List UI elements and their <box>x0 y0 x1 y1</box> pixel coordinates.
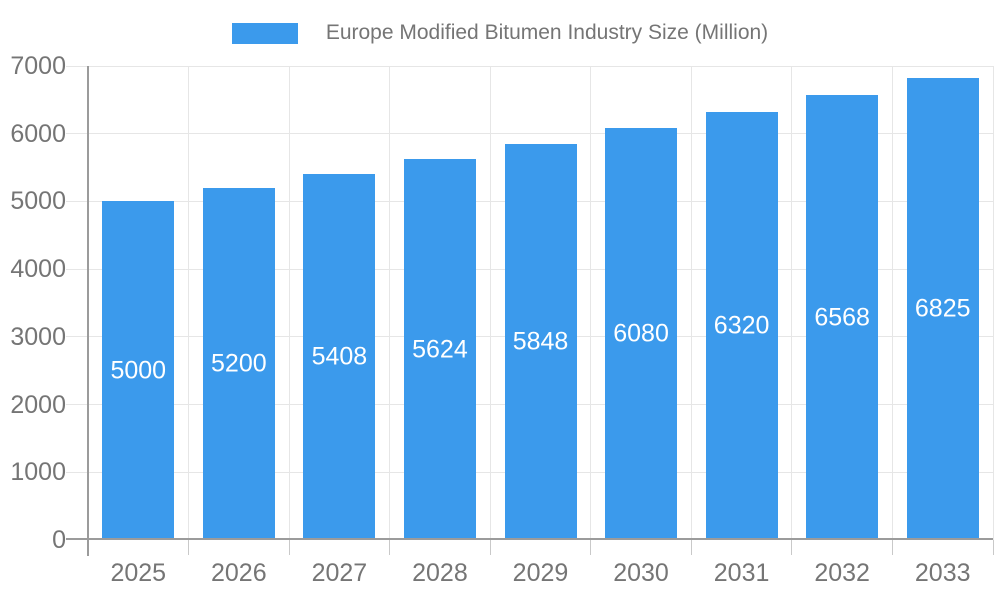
x-gridline <box>690 66 692 540</box>
bar-2032[interactable]: 6568 <box>806 95 879 540</box>
x-axis-tick <box>690 540 692 555</box>
x-axis-category-label: 2032 <box>814 559 870 587</box>
bar-value-label: 5848 <box>512 327 569 356</box>
y-axis-tick-label: 1000 <box>10 458 66 487</box>
bar-2031[interactable]: 6320 <box>705 112 778 540</box>
x-gridline <box>288 66 290 540</box>
y-axis-tick-label: 6000 <box>10 119 66 148</box>
x-axis-tick <box>891 540 893 555</box>
legend-swatch <box>231 22 298 44</box>
x-axis-tick <box>389 540 391 555</box>
bar-2027[interactable]: 5408 <box>303 173 376 540</box>
x-gridline <box>791 66 793 540</box>
x-axis-category-label: 2028 <box>412 559 468 587</box>
y-axis-tick-label: 0 <box>52 526 66 554</box>
x-gridline <box>188 66 190 540</box>
x-gridline <box>389 66 391 540</box>
bar-2028[interactable]: 5624 <box>403 159 476 540</box>
plot-area: 0 1000 2000 3000 4000 5000 6000 7000 5000 2025 520… <box>10 52 994 587</box>
bar-2025[interactable]: 5000 <box>102 201 175 540</box>
x-axis-category-label: 2027 <box>311 559 368 587</box>
x-axis-tick <box>992 540 994 555</box>
bar-value-label: 5408 <box>311 342 368 371</box>
x-gridline <box>489 66 491 540</box>
bar-value-label: 6568 <box>814 303 870 332</box>
x-gridline <box>891 66 893 540</box>
x-axis-category-label: 2025 <box>110 559 167 587</box>
x-axis-category-label: 2031 <box>713 559 770 587</box>
x-gridline <box>590 66 592 540</box>
bar-2029[interactable]: 5848 <box>504 144 577 540</box>
x-axis-category-label: 2030 <box>613 559 669 587</box>
y-axis-tick-label: 7000 <box>10 52 66 80</box>
y-axis-line <box>87 66 89 556</box>
x-gridline <box>992 66 994 540</box>
bar-value-label: 5624 <box>412 335 468 364</box>
x-axis-tick <box>188 540 190 555</box>
bar-2030[interactable]: 6080 <box>605 128 678 540</box>
y-axis-tick-label: 5000 <box>10 187 66 216</box>
bar-2026[interactable]: 5200 <box>202 187 275 540</box>
bar-value-label: 5200 <box>211 349 267 378</box>
x-axis-category-label: 2026 <box>211 559 267 587</box>
bar-value-label: 5000 <box>110 356 167 385</box>
y-gridline <box>66 133 993 135</box>
legend-label: Europe Modified Bitumen Industry Size (M… <box>325 21 769 44</box>
x-axis-tick <box>288 540 290 555</box>
y-axis-tick-label: 2000 <box>10 390 66 419</box>
x-axis-line <box>66 538 993 540</box>
legend[interactable]: Europe Modified Bitumen Industry Size (M… <box>0 16 1000 50</box>
x-axis-category-label: 2029 <box>512 559 569 587</box>
x-axis-tick <box>791 540 793 555</box>
y-axis-tick-label: 3000 <box>10 322 66 351</box>
y-axis-tick-label: 4000 <box>10 255 66 284</box>
bar-value-label: 6825 <box>914 294 971 323</box>
x-axis-tick <box>590 540 592 555</box>
y-gridline <box>66 65 993 67</box>
bar-2033[interactable]: 6825 <box>906 77 979 540</box>
bar-value-label: 6080 <box>613 319 669 348</box>
bar-value-label: 6320 <box>713 311 770 340</box>
x-axis-tick <box>489 540 491 555</box>
x-axis-category-label: 2033 <box>914 559 971 587</box>
